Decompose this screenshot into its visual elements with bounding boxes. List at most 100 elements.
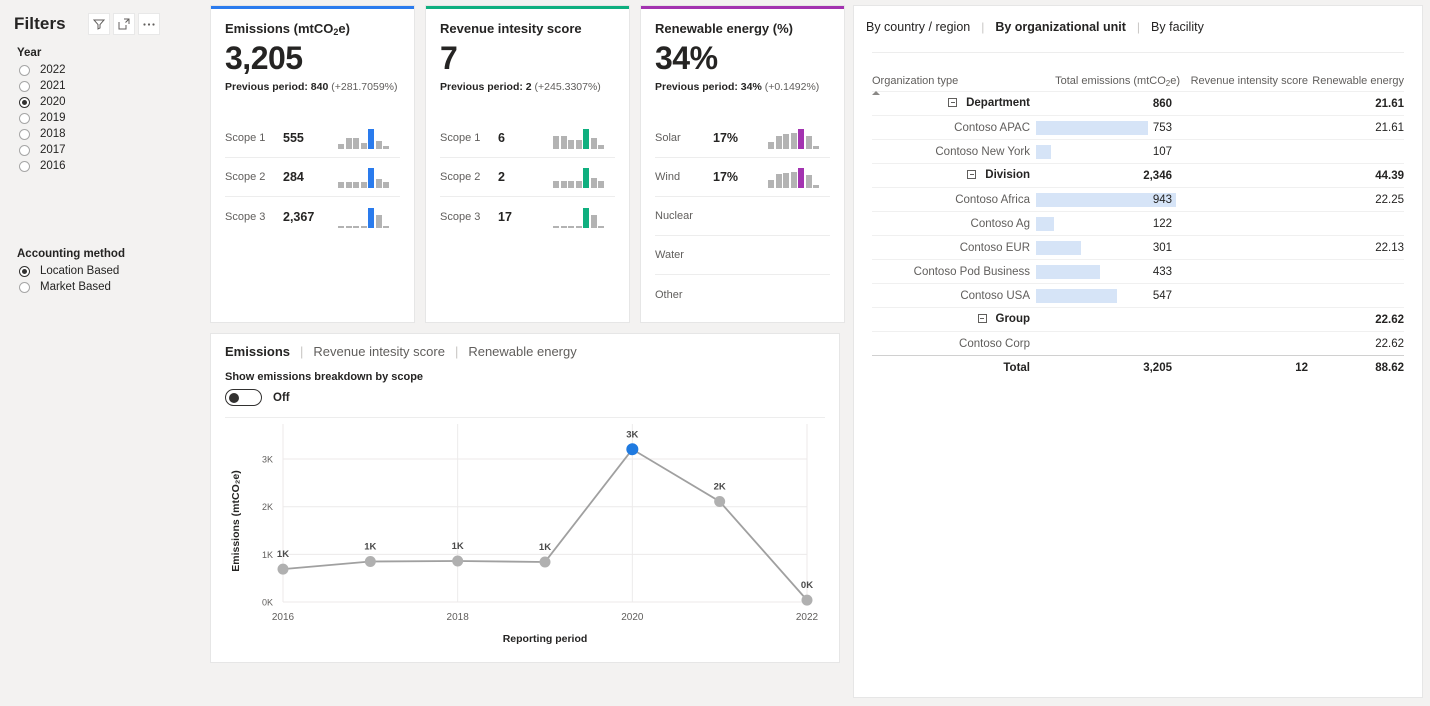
year-option-2017[interactable]: 2017 <box>19 142 208 158</box>
data-point[interactable] <box>714 495 726 507</box>
sparkline-bar <box>345 182 352 188</box>
table-row[interactable]: Contoso Corp 22.62 <box>872 331 1404 356</box>
data-point[interactable] <box>626 443 639 456</box>
row-label: Department <box>966 97 1030 110</box>
table-row[interactable]: Department 860 21.61 <box>872 91 1404 116</box>
cell-total-emissions: 433 <box>1030 259 1180 284</box>
collapse-icon[interactable] <box>967 169 977 179</box>
year-option-2018[interactable]: 2018 <box>19 126 208 142</box>
tab-by-facility[interactable]: By facility <box>1151 20 1204 34</box>
cell-organization-type: Contoso EUR <box>872 235 1030 260</box>
table-row[interactable]: Contoso Ag 122 <box>872 211 1404 236</box>
table-row[interactable]: Contoso APAC 753 21.61 <box>872 115 1404 140</box>
accounting-method-label: Accounting method <box>17 248 125 260</box>
more-options-icon[interactable] <box>137 13 160 35</box>
sparkline-bar <box>560 135 567 149</box>
sparkline-bar <box>790 133 797 149</box>
cell-value: 547 <box>1152 289 1172 302</box>
table-row[interactable]: Group 22.62 <box>872 307 1404 332</box>
accounting-option-market-based[interactable]: Market Based <box>19 279 208 295</box>
expand-icon[interactable] <box>112 13 135 35</box>
collapse-icon[interactable] <box>977 313 987 323</box>
data-point[interactable] <box>452 555 464 567</box>
year-option-2020[interactable]: 2020 <box>19 94 208 110</box>
card-accent-bar <box>641 6 844 9</box>
row-label: Division <box>985 169 1030 182</box>
scope-label: Scope 1 <box>225 132 266 144</box>
data-point[interactable] <box>539 556 551 568</box>
data-bar <box>1036 265 1101 279</box>
row-label: Contoso Ag <box>970 217 1030 230</box>
x-tick-label: 2016 <box>272 612 295 623</box>
scope-label: Scope 1 <box>440 132 481 144</box>
kpi-scope-row: Scope 2 2 <box>440 158 615 197</box>
kpi-value: 3,205 <box>225 40 303 76</box>
x-axis-title: Reporting period <box>503 633 588 645</box>
sparkline-bar <box>353 182 359 188</box>
kpi-source-rows: Solar 17% Wind 17% Nuclear <box>655 119 830 314</box>
kpi-source-row: Water <box>655 236 830 275</box>
data-point[interactable] <box>801 594 813 606</box>
tab-by-organizational-unit[interactable]: By organizational unit <box>995 20 1126 34</box>
year-option-2019[interactable]: 2019 <box>19 110 208 126</box>
kpi-card-revenue-intensity[interactable]: Revenue intesity score 7 Previous period… <box>425 5 630 323</box>
tab-by-country-region[interactable]: By country / region <box>866 20 971 34</box>
sparkline-bar <box>368 129 374 149</box>
column-header-renewable-energy[interactable]: Renewable energy <box>1312 75 1404 87</box>
year-option-2016[interactable]: 2016 <box>19 158 208 174</box>
table-row[interactable]: Division 2,346 44.39 <box>872 163 1404 188</box>
table-row[interactable]: Contoso Africa 943 22.25 <box>872 187 1404 212</box>
row-label: Contoso New York <box>935 145 1030 158</box>
filters-pane: Filters Year 2022 2021 <box>0 0 208 706</box>
kpi-scope-row: Scope 1 6 <box>440 119 615 158</box>
data-point[interactable] <box>364 556 376 567</box>
cell-renewable-energy: 22.25 <box>1308 187 1404 212</box>
scope-value: 6 <box>498 131 505 145</box>
kpi-previous-period: Previous period: 840 (+281.7059%) <box>225 81 400 93</box>
table-row[interactable]: Contoso Pod Business 433 <box>872 259 1404 284</box>
accounting-option-location-based[interactable]: Location Based <box>19 263 208 279</box>
radio-icon <box>19 112 30 124</box>
kpi-title: Emissions (mtCO2e) <box>225 21 400 37</box>
series-line <box>282 448 808 601</box>
tab-revenue-intensity-score[interactable]: Revenue intesity score <box>313 344 445 359</box>
row-label: Contoso Africa <box>955 193 1030 206</box>
table-row[interactable]: Contoso EUR 301 22.13 <box>872 235 1404 260</box>
radio-icon <box>19 64 30 76</box>
sparkline-bar <box>590 137 597 149</box>
year-option-label: 2022 <box>40 64 66 76</box>
year-option-2022[interactable]: 2022 <box>19 62 208 78</box>
scope-label: Scope 2 <box>440 171 481 183</box>
sparkline-bar <box>553 135 559 149</box>
scope-value: 2 <box>498 170 505 184</box>
table-row[interactable]: Total 3,205 12 88.62 <box>872 355 1404 380</box>
kpi-card-renewable-energy[interactable]: Renewable energy (%) 34% Previous period… <box>640 5 845 323</box>
column-header-organization-type[interactable]: Organization type <box>872 53 1030 95</box>
table-row[interactable]: Contoso New York 107 <box>872 139 1404 164</box>
kpi-card-emissions[interactable]: Emissions (mtCO2e) 3,205 Previous period… <box>210 5 415 323</box>
cell-value: 2,346 <box>1143 169 1172 182</box>
tab-renewable-energy[interactable]: Renewable energy <box>468 344 577 359</box>
data-point[interactable] <box>277 563 289 575</box>
column-header-revenue-intensity-score[interactable]: Revenue intensity score <box>1190 75 1308 87</box>
x-tick-label: 2022 <box>796 612 819 623</box>
emissions-line-chart[interactable]: 0K 1K 2K 3K 2016 2018 2020 2022 Reporting period… <box>225 418 825 650</box>
tab-separator: | <box>1136 20 1141 34</box>
column-header-total-emissions[interactable]: Total emissions (mtCO2e) <box>1030 53 1180 92</box>
sparkline-bar <box>575 225 582 228</box>
filter-icon[interactable] <box>87 13 110 35</box>
sparkline-bar <box>360 142 367 149</box>
cell-organization-type: Group <box>872 307 1030 332</box>
cell-total-emissions: 107 <box>1030 139 1180 164</box>
collapse-icon[interactable] <box>948 97 958 107</box>
year-option-label: 2017 <box>40 144 66 156</box>
year-option-2021[interactable]: 2021 <box>19 78 208 94</box>
scope-label: Scope 2 <box>225 171 266 183</box>
tab-emissions[interactable]: Emissions <box>225 344 291 359</box>
table-row[interactable]: Contoso USA 547 <box>872 283 1404 308</box>
sparkline-bar <box>575 140 582 149</box>
prev-delta: (+281.7059%) <box>331 81 398 93</box>
tab-separator: | <box>300 344 304 359</box>
radio-selected-icon <box>19 96 30 108</box>
breakdown-toggle-switch[interactable] <box>225 389 262 406</box>
